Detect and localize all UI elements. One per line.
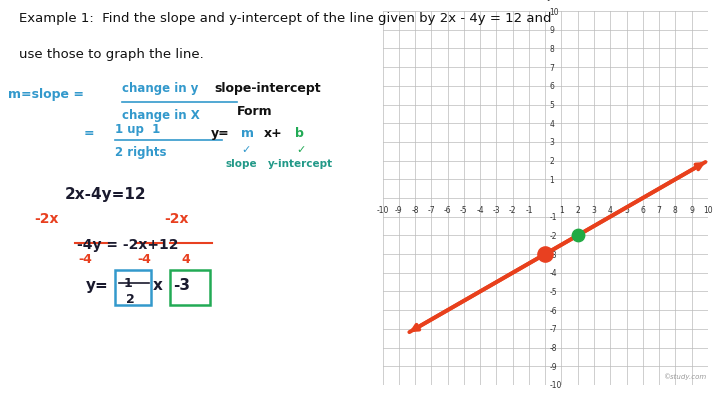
- Text: ✓: ✓: [241, 144, 250, 154]
- Text: 4: 4: [608, 205, 613, 214]
- Text: slope-intercept: slope-intercept: [214, 82, 321, 95]
- Text: -10: -10: [376, 205, 389, 214]
- Text: x+: x+: [264, 126, 282, 139]
- Text: -2: -2: [549, 231, 557, 240]
- Bar: [170, 271, 210, 305]
- Text: m=slope =: m=slope =: [8, 88, 84, 101]
- Text: 6: 6: [641, 205, 645, 214]
- Text: -5: -5: [549, 287, 557, 296]
- Text: y-intercept: y-intercept: [267, 158, 333, 168]
- Text: 9: 9: [689, 205, 694, 214]
- Text: -3: -3: [493, 205, 500, 214]
- Text: -3: -3: [173, 277, 190, 292]
- Text: -1: -1: [549, 213, 557, 222]
- Text: -5: -5: [460, 205, 468, 214]
- Text: use those to graph the line.: use those to graph the line.: [19, 48, 204, 61]
- Text: -7: -7: [549, 324, 557, 334]
- Text: 8: 8: [673, 205, 678, 214]
- Bar: [114, 271, 151, 305]
- Text: 2: 2: [576, 205, 580, 214]
- Text: -8: -8: [549, 343, 557, 352]
- Text: 9: 9: [549, 26, 554, 35]
- Point: [572, 233, 583, 239]
- Text: y=: y=: [86, 277, 109, 292]
- Text: b: b: [295, 126, 303, 139]
- Text: -7: -7: [428, 205, 435, 214]
- Text: -2x: -2x: [164, 212, 189, 226]
- Text: m: m: [241, 126, 254, 139]
- Text: 1: 1: [559, 205, 564, 214]
- Text: -2x: -2x: [34, 212, 59, 226]
- Text: -6: -6: [444, 205, 451, 214]
- Text: 2: 2: [549, 157, 554, 166]
- Text: y: y: [546, 0, 552, 1]
- Text: -9: -9: [549, 362, 557, 371]
- Text: 2 rights: 2 rights: [114, 146, 167, 159]
- Text: =: =: [84, 126, 99, 139]
- Text: ✓: ✓: [297, 144, 306, 154]
- Text: 1: 1: [549, 175, 554, 184]
- Text: -6: -6: [549, 306, 557, 315]
- Text: 10: 10: [703, 205, 713, 214]
- Text: 4: 4: [549, 119, 554, 128]
- Text: 3: 3: [549, 138, 554, 147]
- Text: 3: 3: [591, 205, 596, 214]
- Text: -10: -10: [549, 381, 561, 389]
- Text: -4: -4: [138, 253, 152, 265]
- Text: 10: 10: [549, 8, 559, 16]
- Text: -9: -9: [395, 205, 403, 214]
- Text: 5: 5: [549, 101, 554, 110]
- Text: -4y = -2x+12: -4y = -2x+12: [77, 237, 178, 251]
- Text: 1: 1: [124, 277, 132, 290]
- Text: Example 1:  Find the slope and y-intercept of the line given by 2x - 4y = 12 and: Example 1: Find the slope and y-intercep…: [19, 12, 552, 25]
- Text: 2: 2: [127, 292, 135, 305]
- Text: -4: -4: [476, 205, 484, 214]
- Point: [539, 251, 551, 258]
- Text: 5: 5: [624, 205, 629, 214]
- Text: 1 up  1: 1 up 1: [114, 122, 160, 135]
- Text: 6: 6: [549, 82, 554, 91]
- Text: -1: -1: [526, 205, 533, 214]
- Text: -8: -8: [411, 205, 419, 214]
- Text: 2x-4y=12: 2x-4y=12: [65, 186, 147, 201]
- Text: 8: 8: [549, 45, 554, 54]
- Text: change in y: change in y: [122, 82, 199, 95]
- Text: 7: 7: [549, 63, 554, 73]
- Text: -4: -4: [549, 269, 557, 277]
- Text: x: x: [153, 277, 163, 292]
- Text: 4: 4: [182, 253, 190, 265]
- Text: 7: 7: [656, 205, 661, 214]
- Text: -4: -4: [79, 253, 92, 265]
- Text: Form: Form: [237, 104, 273, 117]
- Text: -2: -2: [509, 205, 516, 214]
- Text: change in X: change in X: [122, 108, 200, 121]
- Text: -3: -3: [549, 250, 557, 259]
- Text: slope: slope: [226, 158, 257, 168]
- Text: ©study.com: ©study.com: [663, 373, 706, 379]
- Text: y=: y=: [210, 126, 229, 139]
